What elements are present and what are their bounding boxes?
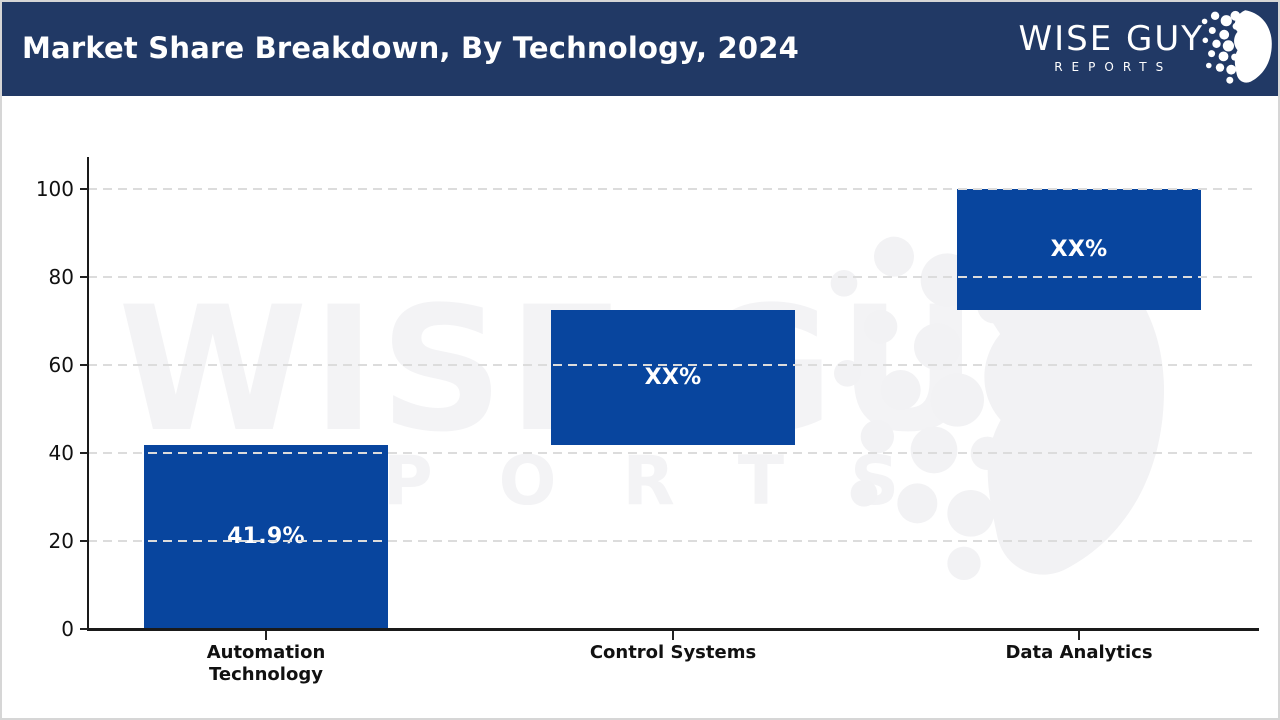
gridline-40	[88, 452, 1257, 454]
gridline-20	[88, 540, 1257, 542]
x-category-label: Automation Technology	[206, 642, 326, 685]
y-tick-label-0: 0	[61, 617, 74, 641]
y-tick-40	[80, 452, 88, 454]
x-tick-2	[672, 631, 674, 640]
y-tick-label-80: 80	[48, 265, 74, 289]
y-tick-0	[80, 628, 88, 630]
y-tick-label-40: 40	[48, 441, 74, 465]
bar-value-label: XX%	[1050, 237, 1108, 263]
y-tick-100	[80, 188, 88, 190]
x-category-label: Data Analytics	[1005, 642, 1153, 663]
y-tick-label-60: 60	[48, 353, 74, 377]
x-axis-line	[87, 628, 1259, 631]
bar-value-label: 41.9%	[227, 524, 305, 550]
bar-segment-2: XX%	[551, 310, 795, 445]
logo-wordmark: WISE GUY REPORTS	[1018, 19, 1204, 74]
y-tick-label-100: 100	[35, 177, 74, 201]
logo-text-reports: REPORTS	[1054, 59, 1173, 74]
x-tick-3	[1078, 631, 1080, 640]
wiseguy-logo: WISE GUY REPORTS	[1018, 6, 1278, 90]
gridline-80	[88, 276, 1257, 278]
bar-value-label: XX%	[644, 365, 702, 391]
y-tick-60	[80, 364, 88, 366]
bar-segment-3: XX%	[957, 189, 1201, 311]
bar-segment-1: 41.9%	[144, 444, 388, 629]
y-axis-line	[87, 157, 89, 631]
logo-face-icon	[1201, 10, 1272, 84]
y-tick-20	[80, 540, 88, 542]
logo-text-wiseguy: WISE GUY	[1018, 19, 1204, 60]
chart-title: Market Share Breakdown, By Technology, 2…	[22, 31, 800, 65]
gridline-100	[88, 188, 1257, 190]
y-tick-80	[80, 276, 88, 278]
gridline-60	[88, 364, 1257, 366]
y-tick-label-20: 20	[48, 529, 74, 553]
x-tick-1	[265, 631, 267, 640]
x-category-label: Control Systems	[589, 642, 757, 663]
header-bar: Market Share Breakdown, By Technology, 2…	[2, 2, 1278, 96]
